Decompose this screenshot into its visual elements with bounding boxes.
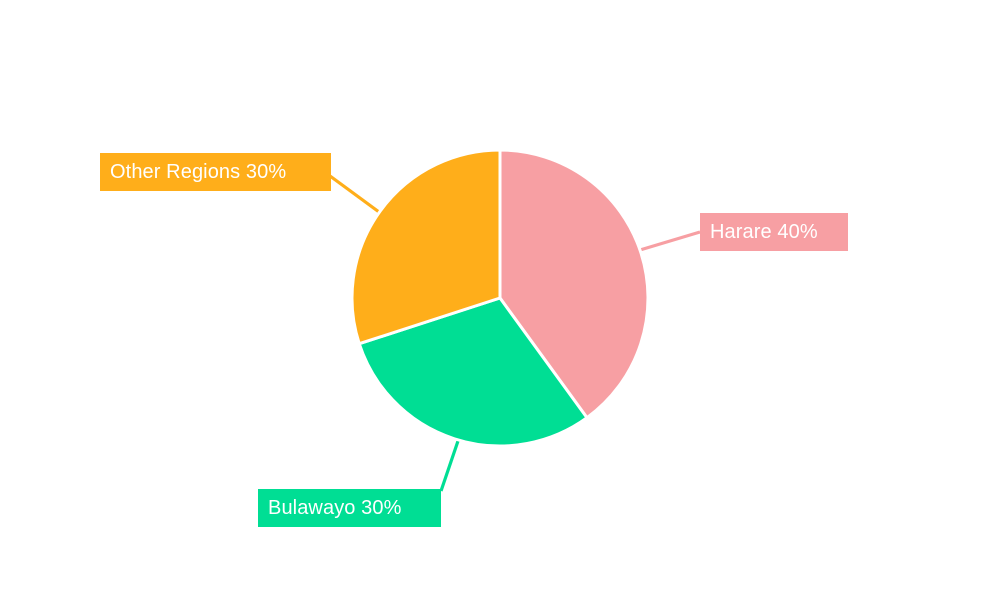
pie-label-bulawayo[interactable]: Bulawayo 30% <box>258 489 441 527</box>
leader-line-harare <box>639 230 701 252</box>
leader-line-bulawayo <box>439 440 460 492</box>
leader-line-other-regions <box>329 174 380 214</box>
pie-label-other-regions-text: Other Regions 30% <box>110 161 287 183</box>
pie-slice-other-regions[interactable] <box>350 148 502 346</box>
pie-slice-harare[interactable] <box>498 148 650 420</box>
pie-label-bulawayo-text: Bulawayo 30% <box>268 497 402 519</box>
pie-slice-bulawayo[interactable] <box>357 296 589 448</box>
leader-lines <box>329 174 701 492</box>
pie-slices <box>350 148 650 448</box>
pie-label-other-regions[interactable]: Other Regions 30% <box>100 153 331 191</box>
pie-label-harare-text: Harare 40% <box>710 221 818 243</box>
pie-label-harare[interactable]: Harare 40% <box>700 213 848 251</box>
